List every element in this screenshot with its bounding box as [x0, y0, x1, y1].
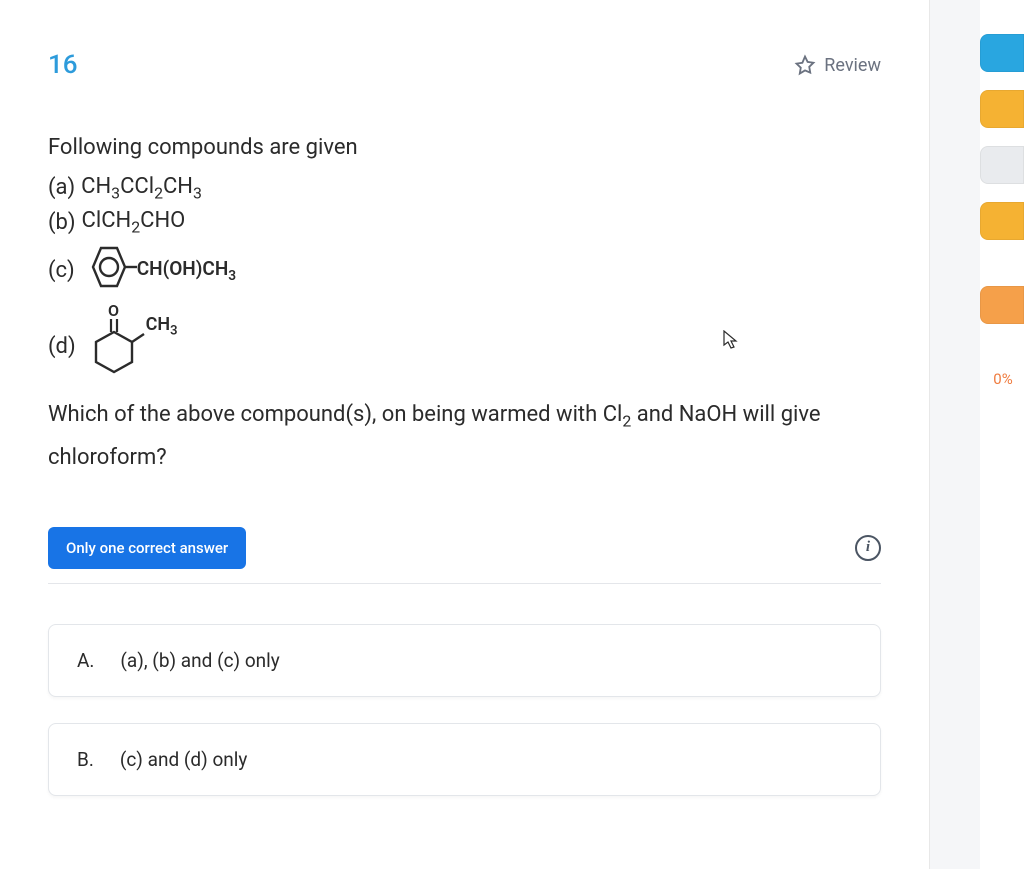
compound-c-label: (c): [48, 258, 75, 283]
compound-c: (c) CH(OH)CH3: [48, 242, 881, 298]
side-chip[interactable]: [980, 90, 1024, 128]
compound-a-formula: CH3CCl2CH3: [81, 174, 202, 202]
question-intro: Following compounds are given: [48, 128, 881, 168]
answer-type-badge: Only one correct answer: [48, 527, 246, 569]
side-percent: 0%: [991, 370, 1012, 388]
info-icon[interactable]: i: [855, 535, 881, 561]
star-icon: [794, 54, 816, 76]
compound-c-sidegroup: CH(OH)CH3: [137, 257, 236, 284]
option-text: (c) and (d) only: [120, 748, 248, 771]
compound-a: (a) CH3CCl2CH3: [48, 174, 881, 202]
compound-b-formula: ClCH2CHO: [82, 208, 186, 236]
answer-meta-row: Only one correct answer i: [48, 527, 881, 569]
question-number: 16: [48, 50, 78, 80]
svg-text:O: O: [108, 304, 119, 320]
divider: [48, 583, 881, 584]
side-chip[interactable]: [980, 34, 1024, 72]
option-text: (a), (b) and (c) only: [120, 649, 279, 672]
compound-b: (b) ClCH2CHO: [48, 208, 881, 236]
option-key: B.: [77, 748, 94, 771]
side-strip: 0%: [980, 0, 1024, 869]
compound-d-label: (d): [48, 334, 76, 359]
question-header: 16 Review: [48, 50, 881, 80]
compound-a-label: (a): [48, 175, 75, 200]
side-chip[interactable]: [980, 202, 1024, 240]
compound-d-sidegroup: CH3: [146, 314, 178, 339]
question-panel: 16 Review Following compounds are given …: [0, 0, 930, 869]
question-followup: Which of the above compound(s), on being…: [48, 394, 881, 478]
compound-b-label: (b): [48, 210, 76, 235]
option-key: A.: [77, 649, 94, 672]
side-chip[interactable]: [980, 286, 1024, 324]
side-chip[interactable]: [980, 146, 1024, 184]
option-b[interactable]: B. (c) and (d) only: [48, 723, 881, 796]
review-toggle[interactable]: Review: [794, 54, 881, 76]
review-label: Review: [824, 55, 881, 76]
compound-d: (d) O CH3: [48, 304, 881, 388]
benzene-structure-icon: [81, 242, 139, 298]
option-a[interactable]: A. (a), (b) and (c) only: [48, 624, 881, 697]
